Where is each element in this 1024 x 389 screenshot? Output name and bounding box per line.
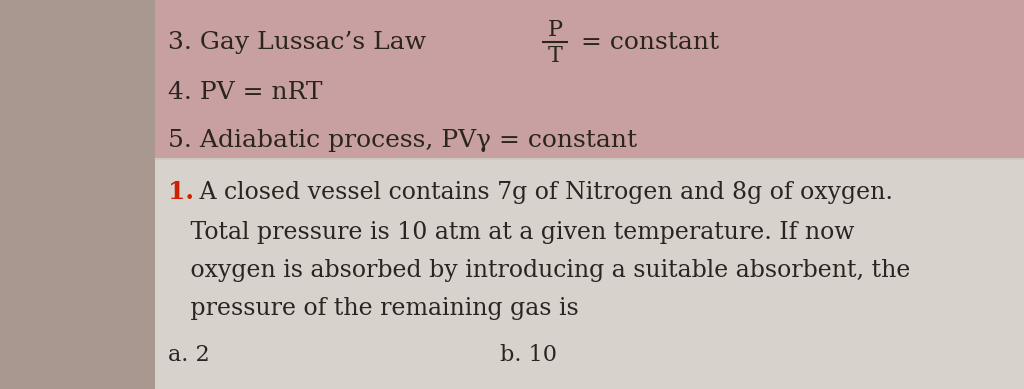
- Text: A closed vessel contains 7g of Nitrogen and 8g of oxygen.: A closed vessel contains 7g of Nitrogen …: [193, 180, 893, 203]
- Bar: [0, 0, 155, 389]
- Bar: [155, 0, 1024, 165]
- Text: Total pressure is 10 atm at a given temperature. If now: Total pressure is 10 atm at a given temp…: [168, 221, 854, 244]
- Text: P: P: [548, 19, 562, 41]
- Text: 5. Adiabatic process, PVγ = constant: 5. Adiabatic process, PVγ = constant: [168, 128, 637, 151]
- Text: oxygen is absorbed by introducing a suitable absorbent, the: oxygen is absorbed by introducing a suit…: [168, 259, 910, 282]
- Text: 3. Gay Lussac’s Law: 3. Gay Lussac’s Law: [168, 30, 434, 54]
- Text: pressure of the remaining gas is: pressure of the remaining gas is: [168, 296, 579, 319]
- Text: 4. PV = nRT: 4. PV = nRT: [168, 81, 323, 103]
- Bar: [155, 160, 1024, 389]
- Bar: [0, 158, 1024, 389]
- Text: = constant: = constant: [573, 30, 719, 54]
- Text: a. 2: a. 2: [168, 344, 210, 366]
- Text: T: T: [548, 45, 562, 67]
- Text: b. 10: b. 10: [500, 344, 557, 366]
- Text: 1.: 1.: [168, 180, 194, 204]
